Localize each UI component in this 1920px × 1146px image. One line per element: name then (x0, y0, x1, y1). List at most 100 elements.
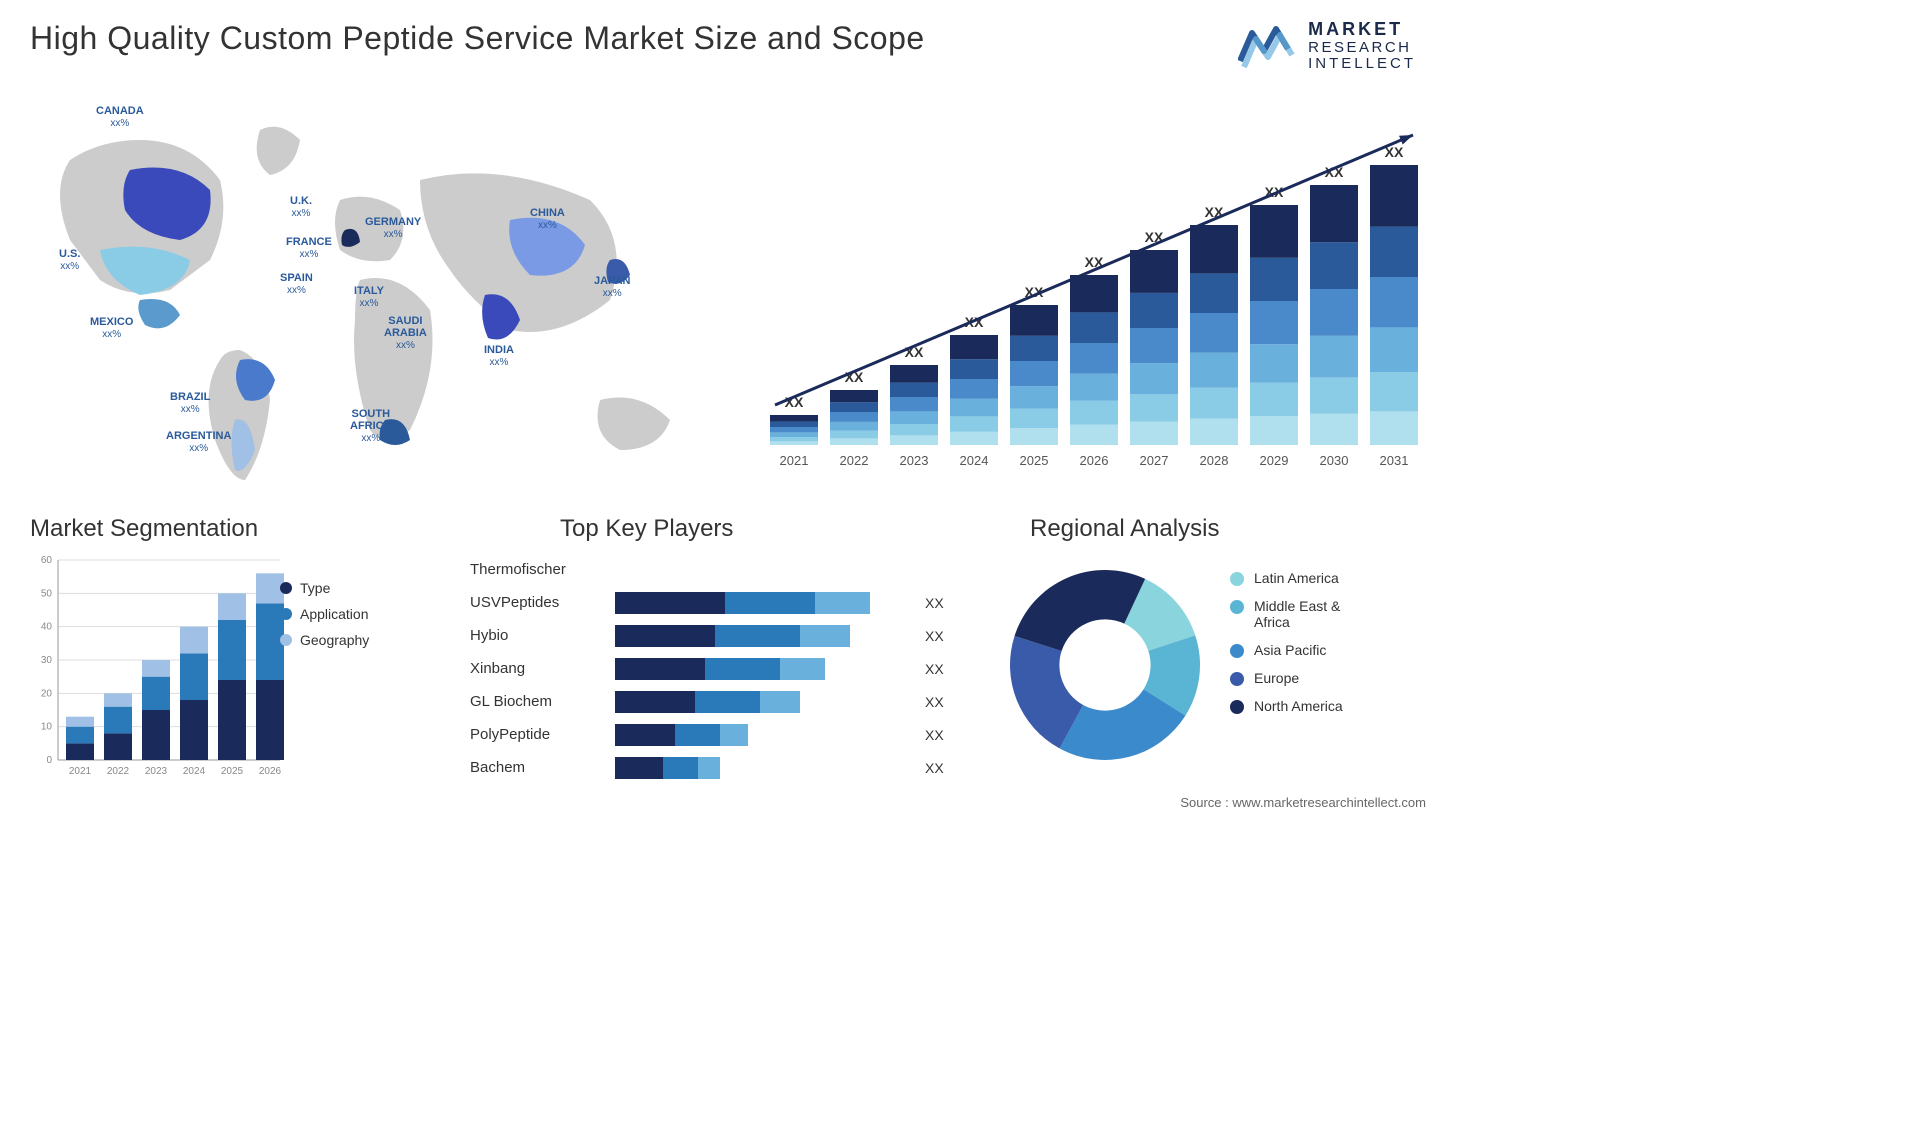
player-bar-segment (725, 592, 815, 614)
segmentation-chart: 0102030405060202120222023202420252026 (30, 555, 440, 790)
legend-label: Geography (300, 632, 369, 648)
svg-text:2025: 2025 (221, 766, 244, 777)
legend-label: Europe (1254, 670, 1299, 686)
player-bar (615, 625, 915, 647)
logo-mark-icon (1238, 21, 1298, 71)
player-row: BachemXX (470, 753, 990, 782)
logo-line-2: RESEARCH (1308, 40, 1416, 57)
segmentation-legend: Type Application Geography (280, 580, 369, 658)
map-label-southafrica: SOUTHAFRICAxx% (350, 408, 392, 444)
seg-legend-item: Geography (280, 632, 369, 648)
seg-legend-item: Application (280, 606, 369, 622)
player-row: GL BiochemXX (470, 687, 990, 716)
logo-text: MARKET RESEARCH INTELLECT (1308, 20, 1416, 73)
player-bar-segment (615, 625, 715, 647)
svg-text:2029: 2029 (1260, 453, 1289, 468)
svg-text:20: 20 (41, 688, 53, 699)
player-bar-segment (815, 592, 870, 614)
map-label-mexico: MEXICOxx% (90, 316, 133, 340)
legend-label: Type (300, 580, 330, 596)
map-label-us: U.S.xx% (59, 248, 80, 272)
player-row: Hybio XX (470, 621, 990, 650)
growth-chart-svg: XX2021XX2022XX2023XX2024XX2025XX2026XX20… (760, 100, 1420, 480)
player-bar (615, 691, 915, 713)
player-name: Thermofischer (470, 561, 615, 578)
svg-text:2021: 2021 (69, 766, 92, 777)
player-value: XX (925, 727, 944, 743)
svg-text:2023: 2023 (145, 766, 168, 777)
player-row: Thermofischer (470, 555, 990, 584)
regional-donut-chart (1000, 560, 1210, 770)
svg-text:2025: 2025 (1020, 453, 1049, 468)
legend-dot-icon (280, 634, 292, 646)
key-players-title: Top Key Players (560, 515, 733, 543)
svg-text:2024: 2024 (183, 766, 206, 777)
svg-text:30: 30 (41, 655, 53, 666)
player-bar-segment (615, 757, 663, 779)
logo-line-1: MARKET (1308, 20, 1416, 40)
seg-legend-item: Type (280, 580, 369, 596)
map-label-brazil: BRAZILxx% (170, 391, 210, 415)
player-bar-segment (675, 724, 720, 746)
player-row: USVPeptides XX (470, 588, 990, 617)
region-legend-item: Asia Pacific (1230, 642, 1343, 658)
player-bar-segment (705, 658, 780, 680)
legend-dot-icon (1230, 644, 1244, 658)
svg-text:2024: 2024 (960, 453, 989, 468)
player-row: PolyPeptide XX (470, 720, 990, 749)
regional-title: Regional Analysis (1030, 515, 1219, 543)
legend-dot-icon (1230, 672, 1244, 686)
map-label-saudiarabia: SAUDIARABIAxx% (384, 315, 427, 351)
legend-dot-icon (280, 608, 292, 620)
svg-text:60: 60 (41, 555, 53, 566)
player-value: XX (925, 595, 944, 611)
player-bar-segment (800, 625, 850, 647)
logo-line-3: INTELLECT (1308, 56, 1416, 73)
svg-text:2023: 2023 (900, 453, 929, 468)
player-value: XX (925, 628, 944, 644)
map-label-canada: CANADAxx% (96, 105, 144, 129)
player-bar-segment (695, 691, 760, 713)
player-name: PolyPeptide (470, 726, 615, 743)
svg-text:2031: 2031 (1380, 453, 1409, 468)
map-label-italy: ITALYxx% (354, 285, 384, 309)
segmentation-title: Market Segmentation (30, 515, 258, 543)
legend-dot-icon (280, 582, 292, 594)
player-bar-segment (663, 757, 698, 779)
svg-text:2022: 2022 (840, 453, 869, 468)
map-label-japan: JAPANxx% (594, 275, 630, 299)
player-bar-segment (615, 658, 705, 680)
svg-text:50: 50 (41, 588, 53, 599)
map-label-india: INDIAxx% (484, 344, 514, 368)
player-bar-segment (780, 658, 825, 680)
player-value: XX (925, 661, 944, 677)
regional-legend: Latin America Middle East &Africa Asia Pac… (1230, 570, 1343, 726)
svg-text:10: 10 (41, 722, 53, 733)
map-label-germany: GERMANYxx% (365, 216, 421, 240)
player-name: Hybio (470, 627, 615, 644)
player-bar (615, 658, 915, 680)
legend-label: North America (1254, 698, 1343, 714)
map-label-argentina: ARGENTINAxx% (166, 430, 231, 454)
region-legend-item: Middle East &Africa (1230, 598, 1343, 630)
map-label-france: FRANCExx% (286, 236, 332, 260)
player-name: Bachem (470, 759, 615, 776)
player-bar-segment (698, 757, 720, 779)
legend-dot-icon (1230, 572, 1244, 586)
svg-text:2028: 2028 (1200, 453, 1229, 468)
region-legend-item: Latin America (1230, 570, 1343, 586)
player-bar-segment (615, 691, 695, 713)
region-legend-item: North America (1230, 698, 1343, 714)
legend-label: Middle East &Africa (1254, 598, 1340, 630)
legend-dot-icon (1230, 700, 1244, 714)
legend-dot-icon (1230, 600, 1244, 614)
map-label-spain: SPAINxx% (280, 272, 313, 296)
player-name: USVPeptides (470, 594, 615, 611)
page-title: High Quality Custom Peptide Service Mark… (30, 20, 925, 57)
source-text: Source : www.marketresearchintellect.com (1180, 795, 1426, 810)
world-map: CANADAxx% U.S.xx% MEXICOxx% BRAZILxx% ARGENT… (30, 100, 730, 500)
region-legend-item: Europe (1230, 670, 1343, 686)
svg-text:2027: 2027 (1140, 453, 1169, 468)
player-name: GL Biochem (470, 693, 615, 710)
player-name: Xinbang (470, 660, 615, 677)
